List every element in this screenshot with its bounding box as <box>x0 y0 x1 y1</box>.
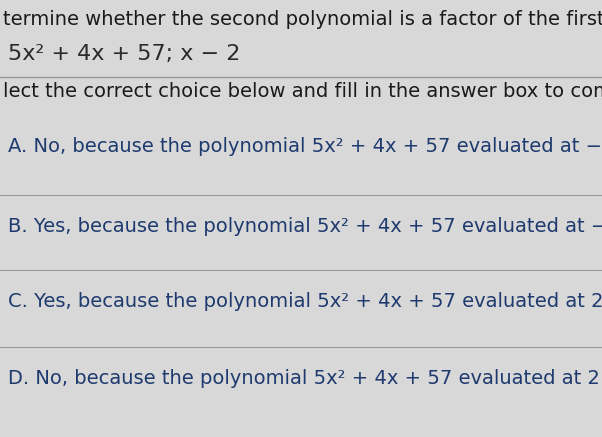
Text: B. Yes, because the polynomial 5x² + 4x + 57 evaluated at −: B. Yes, because the polynomial 5x² + 4x … <box>8 217 602 236</box>
Text: A. No, because the polynomial 5x² + 4x + 57 evaluated at −: A. No, because the polynomial 5x² + 4x +… <box>8 137 602 156</box>
Text: lect the correct choice below and fill in the answer box to comp: lect the correct choice below and fill i… <box>3 82 602 101</box>
Text: D. No, because the polynomial 5x² + 4x + 57 evaluated at 2 is: D. No, because the polynomial 5x² + 4x +… <box>8 369 602 388</box>
Text: 5x² + 4x + 57; x − 2: 5x² + 4x + 57; x − 2 <box>8 44 240 64</box>
Text: termine whether the second polynomial is a factor of the first.: termine whether the second polynomial is… <box>3 10 602 29</box>
Text: C. Yes, because the polynomial 5x² + 4x + 57 evaluated at 2 i: C. Yes, because the polynomial 5x² + 4x … <box>8 292 602 311</box>
